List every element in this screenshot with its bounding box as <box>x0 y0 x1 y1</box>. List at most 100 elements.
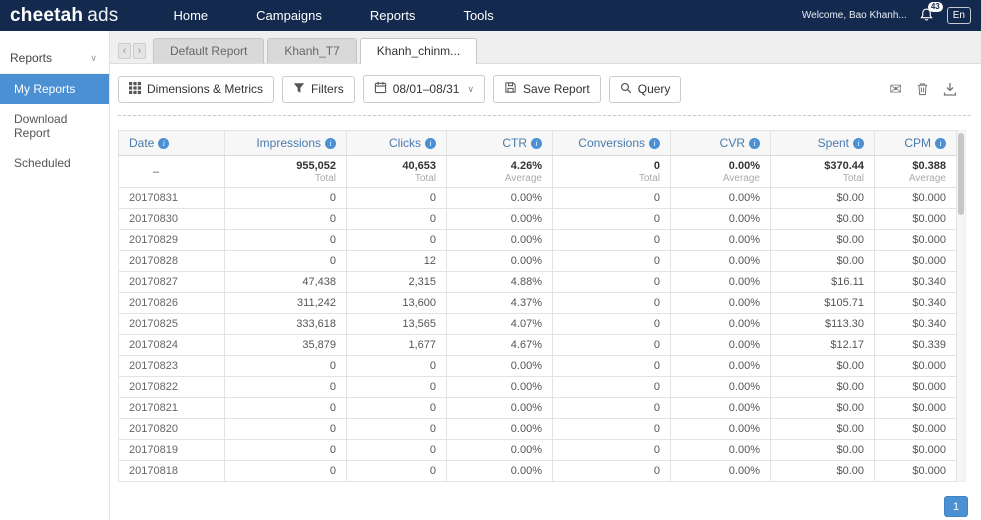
cell-value: 0 <box>346 460 447 482</box>
column-header-cpm[interactable]: CPM i <box>874 130 957 156</box>
column-header-cvr[interactable]: CVR i <box>670 130 771 156</box>
page-1-button[interactable]: 1 <box>944 496 968 517</box>
nav-menu: Home Campaigns Reports Tools <box>173 8 493 23</box>
sidebar-item-download-report[interactable]: Download Report <box>14 112 68 140</box>
save-icon <box>504 81 517 97</box>
tab-scroll-left-icon[interactable]: ‹ <box>118 43 131 59</box>
nav-item-tools[interactable]: Tools <box>463 8 494 23</box>
totals-cell: 0 Total <box>552 155 671 188</box>
nav-item-reports[interactable]: Reports <box>369 8 416 23</box>
cell-value: 0 <box>224 355 347 377</box>
table-row: 20170818 0 0 0.00% 0 0.00% $0.00 $0.000 <box>118 460 957 482</box>
sidebar-section-label: Reports <box>10 51 53 65</box>
cell-value: 0 <box>552 397 671 419</box>
save-report-button[interactable]: Save Report <box>493 75 601 103</box>
column-header-conversions[interactable]: Conversions i <box>552 130 671 156</box>
cell-value: $0.000 <box>874 229 957 251</box>
main-content: ‹ › Default Report Khanh_T7 Khanh_chinm.… <box>110 31 981 520</box>
query-button[interactable]: Query <box>608 75 682 103</box>
cell-value: $0.340 <box>874 313 957 335</box>
info-icon[interactable]: i <box>531 138 542 149</box>
cell-value: $12.17 <box>770 334 875 356</box>
info-icon[interactable]: i <box>425 138 436 149</box>
cell-value: $113.30 <box>770 313 875 335</box>
cell-value: $0.00 <box>770 439 875 461</box>
brand-logo[interactable]: cheetah ads <box>10 5 118 27</box>
save-report-label: Save Report <box>523 82 590 96</box>
cell-value: 0.00% <box>446 376 553 398</box>
language-button[interactable]: En <box>946 7 971 24</box>
tab-default-report[interactable]: Default Report <box>153 38 265 63</box>
cell-value: $0.000 <box>874 187 957 209</box>
sidebar-section-reports[interactable]: Reports ∨ <box>0 43 109 74</box>
cell-date: 20170831 <box>118 187 225 209</box>
top-navbar: cheetah ads Home Campaigns Reports Tools … <box>0 0 981 31</box>
table-row: 20170819 0 0 0.00% 0 0.00% $0.00 $0.000 <box>118 439 957 461</box>
table-row: 20170820 0 0 0.00% 0 0.00% $0.00 $0.000 <box>118 418 957 440</box>
download-icon[interactable] <box>943 82 957 96</box>
sidebar-item-scheduled[interactable]: Scheduled <box>14 156 71 170</box>
info-icon[interactable]: i <box>649 138 660 149</box>
cell-value: 0 <box>224 418 347 440</box>
totals-date-cell: – <box>118 155 225 188</box>
info-icon[interactable]: i <box>853 138 864 149</box>
tab-scroll-right-icon[interactable]: › <box>133 43 146 59</box>
cell-value: 0 <box>224 187 347 209</box>
cell-value: 0.00% <box>670 250 771 272</box>
cell-value: 47,438 <box>224 271 347 293</box>
cell-date: 20170821 <box>118 397 225 419</box>
cell-value: 0 <box>224 460 347 482</box>
info-icon[interactable]: i <box>158 138 170 149</box>
cell-value: $0.000 <box>874 460 957 482</box>
column-header-spent[interactable]: Spent i <box>770 130 875 156</box>
cell-value: 0 <box>346 397 447 419</box>
column-header-clicks[interactable]: Clicks i <box>346 130 447 156</box>
column-header-ctr[interactable]: CTR i <box>446 130 553 156</box>
table-header-row: Date i Impressions i Clicks i CTR i Conversi… <box>118 130 957 156</box>
table-row: 20170825 333,618 13,565 4.07% 0 0.00% $113.30 $… <box>118 313 957 335</box>
tab-khanh-chinm[interactable]: Khanh_chinm... <box>359 38 478 64</box>
cell-value: $0.00 <box>770 355 875 377</box>
nav-item-home[interactable]: Home <box>173 8 209 23</box>
column-header-date[interactable]: Date i <box>118 130 225 156</box>
cell-value: $0.340 <box>874 271 957 293</box>
totals-cell: 4.26% Average <box>446 155 553 188</box>
info-icon[interactable]: i <box>325 138 336 149</box>
cell-value: 0 <box>224 376 347 398</box>
cell-value: 0.00% <box>670 418 771 440</box>
cell-date: 20170819 <box>118 439 225 461</box>
sidebar-item-my-reports[interactable]: My Reports <box>0 74 109 104</box>
toolbar-right-icons: ✉ <box>889 80 971 98</box>
table-scrollbar-thumb[interactable] <box>958 133 964 215</box>
notifications-button[interactable]: 43 <box>917 1 943 26</box>
sidebar: Reports ∨ My Reports Download Report Sch… <box>0 31 110 520</box>
cell-value: 0 <box>552 439 671 461</box>
dimensions-metrics-button[interactable]: Dimensions & Metrics <box>118 75 275 103</box>
cell-value: 0.00% <box>670 208 771 230</box>
cell-value: 0.00% <box>670 355 771 377</box>
username[interactable]: Bao Khanh... <box>848 10 907 21</box>
cell-value: 0 <box>224 229 347 251</box>
cell-value: $0.00 <box>770 460 875 482</box>
table-scrollbar[interactable] <box>957 130 966 482</box>
filters-button[interactable]: Filters <box>282 75 355 103</box>
date-range-button[interactable]: 08/01–08/31 ∨ <box>362 75 486 103</box>
cell-value: 0 <box>346 418 447 440</box>
cell-value: $0.000 <box>874 208 957 230</box>
info-icon[interactable]: i <box>749 138 760 149</box>
envelope-icon[interactable]: ✉ <box>889 81 902 98</box>
cell-value: 311,242 <box>224 292 347 314</box>
nav-item-campaigns[interactable]: Campaigns <box>256 8 322 23</box>
cell-value: 0 <box>552 313 671 335</box>
cell-value: 0 <box>346 229 447 251</box>
column-header-impressions[interactable]: Impressions i <box>224 130 347 156</box>
tab-khanh-t7[interactable]: Khanh_T7 <box>267 38 357 63</box>
cell-value: 0 <box>346 208 447 230</box>
cell-value: 0 <box>346 355 447 377</box>
cell-date: 20170826 <box>118 292 225 314</box>
info-icon[interactable]: i <box>935 138 946 149</box>
table-body: – 955,052 Total 40,653 Total 4.26% Average … <box>118 155 957 482</box>
cell-value: 0 <box>224 250 347 272</box>
trash-icon[interactable] <box>916 82 929 96</box>
